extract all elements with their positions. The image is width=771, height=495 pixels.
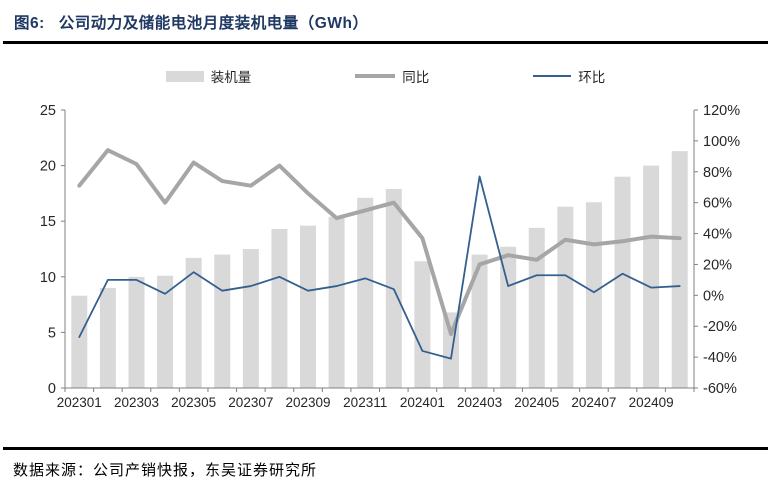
bar-202409 bbox=[643, 165, 660, 388]
right-axis-label: 120% bbox=[703, 103, 740, 119]
right-axis-label: 20% bbox=[703, 257, 732, 273]
yoy-line bbox=[77, 148, 682, 336]
figure-number: 图6: bbox=[14, 15, 45, 32]
bar-202305 bbox=[185, 257, 202, 388]
bar-202301 bbox=[71, 295, 88, 388]
legend-item-mom: 环比 bbox=[533, 66, 605, 86]
right-axis-label: 0% bbox=[703, 288, 724, 304]
figure-title: 公司动力及储能电池月度装机电量（GWh） bbox=[58, 15, 369, 32]
right-axis-label: 80% bbox=[703, 165, 732, 181]
x-axis-label: 202309 bbox=[285, 395, 330, 410]
right-axis-label: 60% bbox=[703, 196, 732, 212]
left-axis-label: 15 bbox=[40, 214, 56, 230]
right-axis-label: -40% bbox=[703, 350, 737, 366]
bar-202308 bbox=[271, 228, 288, 388]
right-axis-label: -20% bbox=[703, 319, 737, 335]
bar-202406 bbox=[557, 206, 574, 388]
x-axis-label: 202405 bbox=[514, 395, 559, 410]
footer-divider bbox=[3, 447, 768, 450]
left-axis-label: 5 bbox=[48, 325, 56, 341]
left-axis-label: 0 bbox=[48, 381, 56, 397]
bar-series-swatch bbox=[165, 70, 204, 82]
x-axis-label: 202301 bbox=[57, 395, 102, 410]
title-divider bbox=[3, 41, 768, 44]
source-note: 数据来源：公司产销快报，东吴证券研究所 bbox=[13, 463, 318, 479]
mom-line bbox=[78, 175, 681, 360]
x-axis-label: 202305 bbox=[171, 395, 216, 410]
bar-202408 bbox=[614, 176, 631, 388]
x-axis-label: 202407 bbox=[571, 395, 616, 410]
x-axis-label: 202403 bbox=[457, 395, 502, 410]
right-axis-label: 40% bbox=[703, 227, 732, 243]
bar-202401 bbox=[414, 261, 431, 388]
bar-202404 bbox=[500, 246, 517, 388]
figure-header: 图6: 公司动力及储能电池月度装机电量（GWh） bbox=[14, 11, 368, 33]
bar-202309 bbox=[300, 225, 317, 388]
bar-202306 bbox=[214, 254, 231, 388]
right-axis-label: 100% bbox=[703, 134, 740, 150]
legend-label-installed-volume: 装机量 bbox=[210, 70, 252, 85]
x-axis-label: 202303 bbox=[114, 395, 159, 410]
legend-label-mom: 环比 bbox=[578, 70, 606, 85]
legend-item-installed-volume: 装机量 bbox=[165, 66, 252, 86]
bar-202407 bbox=[585, 202, 602, 388]
right-axis-label: -60% bbox=[703, 381, 737, 397]
bar-202410 bbox=[671, 151, 688, 388]
x-axis-label: 202409 bbox=[629, 395, 674, 410]
chart-legend: 装机量 同比 环比 bbox=[0, 66, 771, 86]
x-axis-label: 202311 bbox=[343, 395, 387, 410]
bar-202304 bbox=[157, 275, 174, 388]
left-axis-label: 20 bbox=[40, 159, 56, 175]
bar-202311 bbox=[357, 197, 374, 388]
left-axis-label: 25 bbox=[40, 103, 56, 119]
bar-202310 bbox=[328, 216, 345, 388]
chart-canvas: 0 5 10 15 20 25 120% 100% 80% 60% 40% 20% 0% -20% -40%… bbox=[40, 103, 740, 410]
legend-label-yoy: 同比 bbox=[402, 70, 430, 85]
left-axis-label: 10 bbox=[40, 270, 56, 286]
bar-202303 bbox=[128, 276, 145, 388]
bar-202405 bbox=[528, 227, 545, 388]
bar-202307 bbox=[242, 249, 259, 388]
yoy-line-swatch bbox=[355, 74, 396, 78]
mom-line-swatch bbox=[533, 75, 572, 77]
bar-202403 bbox=[471, 254, 488, 388]
bar-202302 bbox=[99, 287, 116, 388]
x-axis-label: 202307 bbox=[228, 395, 273, 410]
legend-item-yoy: 同比 bbox=[355, 66, 429, 86]
x-axis-label: 202401 bbox=[400, 395, 445, 410]
